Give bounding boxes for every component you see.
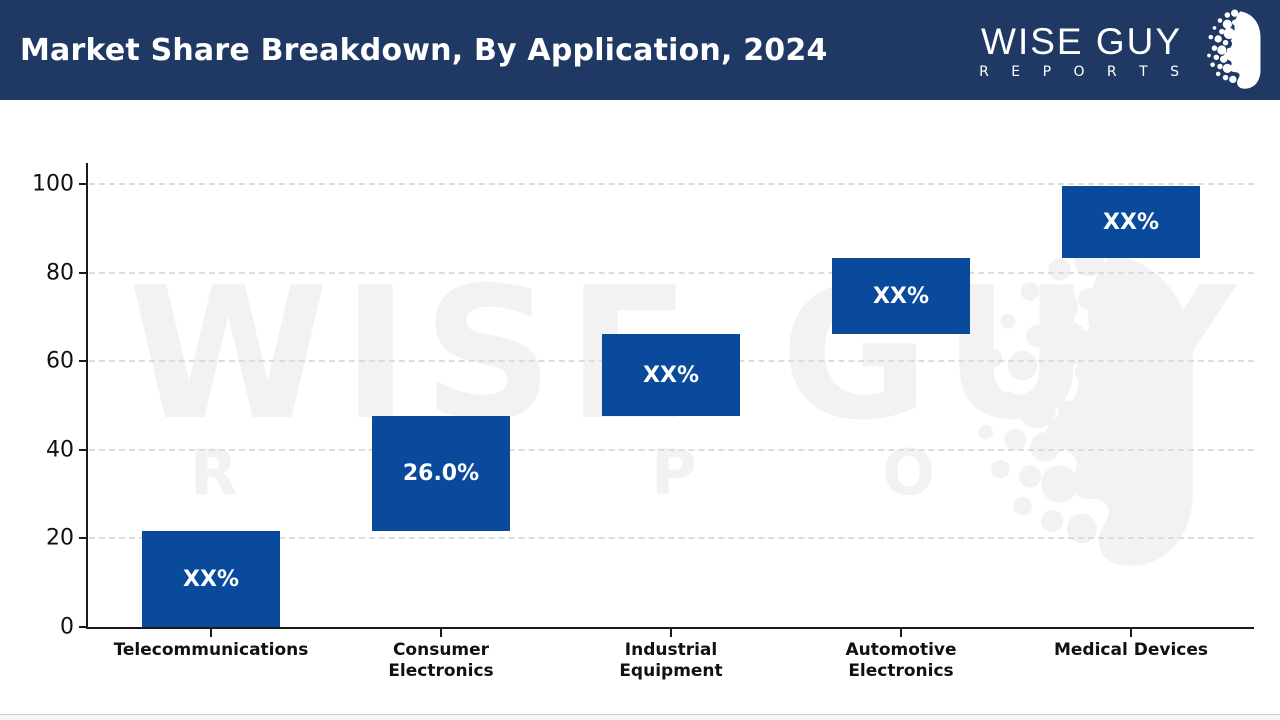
bar-value-label: XX% bbox=[183, 566, 239, 592]
y-tick-mark bbox=[79, 448, 88, 451]
x-category-label-line: Electronics bbox=[848, 661, 954, 681]
y-gridline bbox=[89, 448, 1254, 451]
x-category-label: Automotive Electronics bbox=[786, 640, 1016, 682]
x-tick-mark bbox=[670, 628, 672, 637]
header-bar: Market Share Breakdown, By Application, … bbox=[0, 0, 1280, 100]
x-category-label-line: Electronics bbox=[388, 661, 494, 681]
x-tick-mark bbox=[440, 628, 442, 637]
bottom-divider bbox=[0, 714, 1280, 720]
y-tick-label: 100 bbox=[32, 171, 74, 197]
x-category-label-line: Equipment bbox=[619, 661, 723, 681]
y-axis-spine bbox=[86, 163, 88, 629]
logo-text: WISE GUY R E P O R T S bbox=[975, 21, 1188, 80]
y-tick-label: 60 bbox=[46, 348, 74, 374]
x-category-label: Telecommunications bbox=[96, 640, 326, 661]
y-tick-label: 0 bbox=[60, 614, 74, 640]
logo-name: WISE GUY bbox=[981, 20, 1183, 62]
x-category-label-line: Medical Devices bbox=[1053, 640, 1208, 660]
bar: XX% bbox=[142, 531, 280, 627]
y-gridline bbox=[89, 537, 1254, 540]
x-category-label-line: Consumer bbox=[392, 640, 490, 660]
y-tick-mark bbox=[79, 626, 88, 628]
bar-value-label: XX% bbox=[873, 283, 929, 309]
x-category-label-line: Automotive bbox=[845, 640, 957, 660]
x-category-label: Medical Devices bbox=[1016, 640, 1246, 661]
y-gridline bbox=[89, 183, 1254, 186]
x-tick-mark bbox=[210, 628, 212, 637]
y-tick-mark bbox=[79, 271, 88, 274]
bar: XX% bbox=[832, 258, 970, 335]
watermark-face-icon bbox=[978, 247, 1193, 566]
logo-subtitle: R E P O R T S bbox=[979, 63, 1188, 80]
bar: XX% bbox=[1062, 186, 1200, 259]
y-tick-label: 40 bbox=[46, 437, 74, 463]
x-category-label-line: Industrial bbox=[624, 640, 718, 660]
page-title: Market Share Breakdown, By Application, … bbox=[20, 32, 828, 68]
x-tick-mark bbox=[1130, 628, 1132, 637]
x-category-label-line: Telecommunications bbox=[113, 640, 309, 660]
bar-value-label: XX% bbox=[643, 362, 699, 388]
bar: XX% bbox=[602, 334, 740, 417]
x-category-label: Industrial Equipment bbox=[556, 640, 786, 682]
y-tick-mark bbox=[79, 183, 88, 186]
x-axis-spine bbox=[86, 627, 1254, 629]
bar: 26.0% bbox=[372, 416, 510, 532]
bar-value-label: XX% bbox=[1103, 209, 1159, 235]
y-tick-mark bbox=[79, 537, 88, 540]
bar-value-label: 26.0% bbox=[402, 461, 480, 487]
y-tick-label: 80 bbox=[46, 260, 74, 286]
wiseguy-face-icon bbox=[1207, 9, 1261, 89]
y-tick-label: 20 bbox=[46, 525, 74, 551]
x-category-label: Consumer Electronics bbox=[326, 640, 556, 682]
x-tick-mark bbox=[900, 628, 902, 637]
y-tick-mark bbox=[79, 360, 88, 363]
y-gridline bbox=[89, 271, 1254, 274]
wise-guy-logo: WISE GUY R E P O R T S bbox=[975, 7, 1266, 93]
